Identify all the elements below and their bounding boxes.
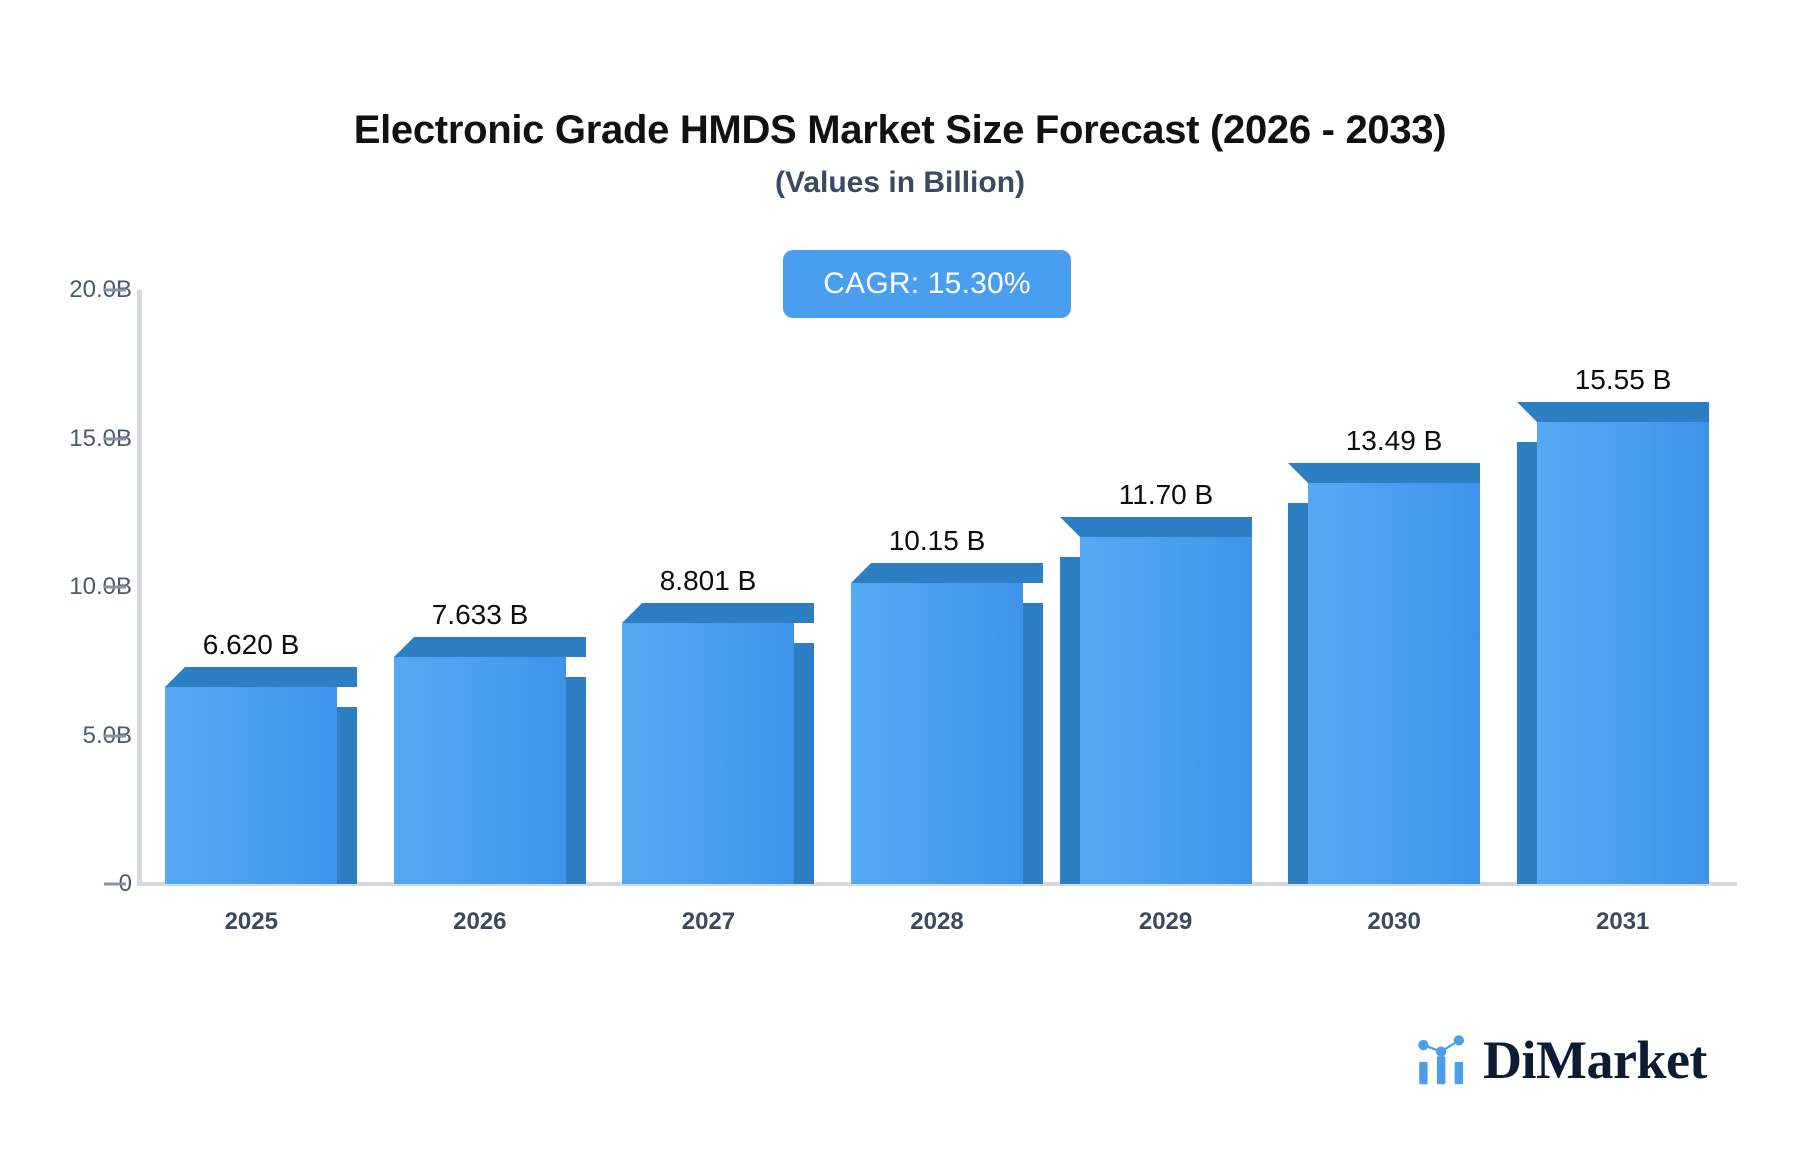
bar-top-face <box>1060 517 1252 537</box>
bar-top-face <box>1288 463 1480 483</box>
bar-side-face <box>794 643 814 884</box>
bar-top-face <box>394 637 586 657</box>
bar-side-face <box>337 707 357 884</box>
x-axis-tick-label: 2026 <box>453 908 507 935</box>
x-axis-tick-label: 2027 <box>681 908 736 935</box>
bar-top-face <box>1517 402 1709 422</box>
bar <box>1288 463 1480 884</box>
bar-front-face <box>1080 537 1252 884</box>
bar-value-label: 11.70 B <box>1118 479 1214 510</box>
y-axis-tick-mark <box>104 734 126 737</box>
x-axis-tick-label: 2030 <box>1367 908 1421 935</box>
x-axis-tick-label: 2028 <box>910 908 964 935</box>
x-axis-tick-label: 2029 <box>1138 908 1193 935</box>
dimarket-logo: DiMarket <box>1415 1032 1707 1088</box>
bar-side-face <box>1288 503 1308 884</box>
bar-top-face <box>622 603 814 623</box>
bar-value-label: 13.49 B <box>1345 425 1443 456</box>
y-axis-tick-mark <box>104 882 126 886</box>
x-axis-tick-label: 2025 <box>224 908 278 935</box>
bar <box>394 637 586 884</box>
bar <box>1060 517 1252 884</box>
bar-front-face <box>622 623 794 884</box>
bar-front-face <box>1308 483 1480 884</box>
cagr-badge: CAGR: 15.30% <box>783 250 1071 318</box>
bar-side-face <box>1023 603 1043 884</box>
bar-side-face <box>1060 557 1080 884</box>
bar <box>851 563 1043 884</box>
y-axis-line <box>137 290 142 885</box>
bar-side-face <box>1517 442 1537 884</box>
bar-value-label: 7.633 B <box>431 599 529 630</box>
bar-value-label: 15.55 B <box>1574 364 1672 395</box>
bar-front-face <box>1537 422 1709 884</box>
bar-value-label: 6.620 B <box>202 629 300 660</box>
bar-front-face <box>165 687 337 884</box>
bar-top-face <box>165 667 357 687</box>
bar <box>1517 402 1709 884</box>
bar <box>165 667 357 884</box>
cagr-badge-label: CAGR: 15.30% <box>823 267 1031 300</box>
chart-subtitle: (Values in Billion) <box>774 166 1026 199</box>
bar <box>622 603 814 884</box>
bar-side-face <box>566 677 586 884</box>
y-axis-tick-mark <box>104 288 126 292</box>
x-axis-tick-label: 2031 <box>1596 908 1650 935</box>
bar-top-face <box>851 563 1043 583</box>
page-title: Electronic Grade HMDS Market Size Foreca… <box>353 108 1447 152</box>
y-axis-tick-mark <box>104 585 126 589</box>
bar-front-face <box>851 583 1023 884</box>
x-axis-line <box>137 882 1737 886</box>
y-axis-tick-mark <box>104 437 126 440</box>
logo-text: DiMarket <box>1483 1030 1707 1090</box>
bar-front-face <box>394 657 566 884</box>
bar-value-label: 8.801 B <box>659 565 757 596</box>
bar-value-label: 10.15 B <box>888 525 986 556</box>
bar-chart-icon <box>1418 1035 1464 1085</box>
